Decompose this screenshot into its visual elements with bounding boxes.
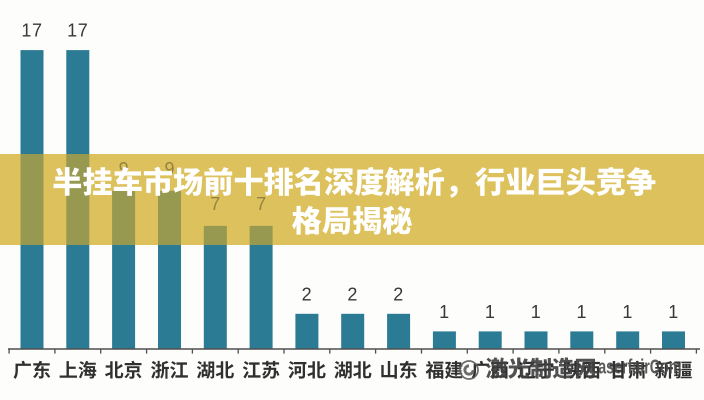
svg-text:2: 2 <box>393 284 404 304</box>
svg-text:2: 2 <box>302 284 313 304</box>
svg-text:1: 1 <box>531 302 542 322</box>
svg-text:1: 1 <box>439 302 450 322</box>
svg-text:17: 17 <box>67 21 88 41</box>
svg-text:9: 9 <box>164 159 174 179</box>
svg-text:7: 7 <box>256 194 266 214</box>
svg-text:1: 1 <box>622 302 633 322</box>
svg-text:2: 2 <box>347 284 358 304</box>
svg-text:7: 7 <box>210 194 220 214</box>
svg-text:1: 1 <box>576 302 587 322</box>
svg-text:1: 1 <box>485 302 496 322</box>
svg-text:1: 1 <box>668 302 679 322</box>
svg-text:LaserfairCom: LaserfairCom <box>590 357 682 379</box>
svg-text:17: 17 <box>21 21 42 41</box>
